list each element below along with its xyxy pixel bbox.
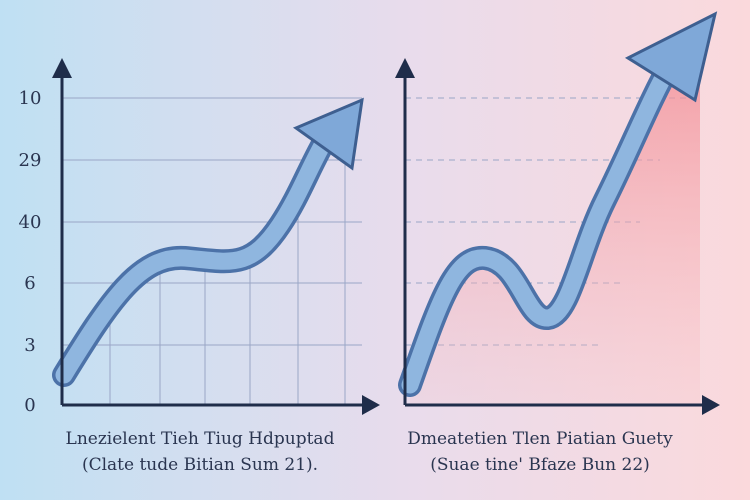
trend-arrow-highlight — [401, 56, 679, 394]
left-axes — [52, 58, 380, 415]
caption: Lnezielent Tieh Tiug Hdpuptad — [66, 429, 335, 449]
y-label: 6 — [24, 273, 35, 294]
caption: (Suae tine' Bfaze Bun 22) — [430, 455, 650, 475]
y-label: 40 — [19, 212, 42, 233]
labels: 10 29 40 6 3 0 Lnezielent Tieh Tiug Hdpuptad (C… — [19, 88, 674, 475]
y-label: 29 — [19, 150, 42, 171]
caption: (Clate tude Bitian Sum 21). — [82, 455, 318, 475]
y-label: 3 — [24, 335, 35, 356]
right-axes — [395, 58, 720, 415]
trend-arrow-highlight — [55, 126, 337, 384]
arrow-head — [292, 97, 364, 171]
arrow-head — [624, 11, 718, 103]
caption: Dmeatetien Tlen Piatian Guety — [407, 429, 673, 449]
y-label: 0 — [24, 395, 35, 416]
y-label: 10 — [19, 88, 42, 109]
left-panel — [62, 97, 362, 405]
area-fill — [410, 40, 700, 405]
